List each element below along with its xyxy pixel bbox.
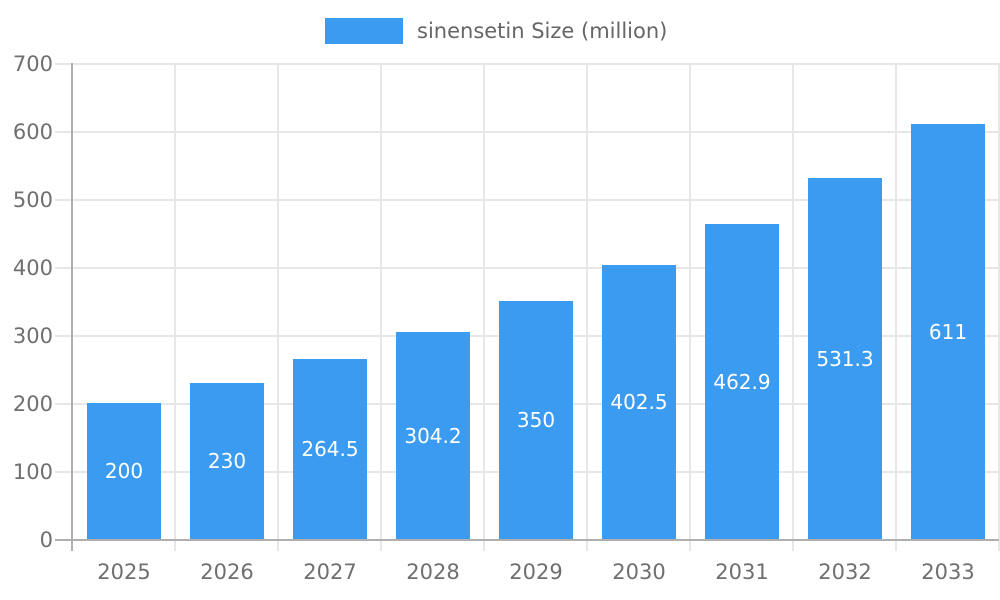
y-axis-tick <box>55 335 72 337</box>
bar-value-label: 611 <box>928 319 968 344</box>
gridline-horizontal <box>72 131 999 133</box>
bar-value-label: 264.5 <box>301 437 359 461</box>
gridline-vertical <box>792 63 794 539</box>
y-axis-label: 700 <box>12 52 53 76</box>
bar-2032[interactable]: 531.3 <box>808 178 882 539</box>
gridline-vertical <box>895 63 897 539</box>
x-axis-tick <box>689 539 691 551</box>
gridline-vertical <box>689 63 691 539</box>
y-axis-label: 0 <box>39 528 53 552</box>
legend-swatch <box>325 18 403 44</box>
x-axis-label: 2028 <box>406 560 460 584</box>
x-axis-label: 2026 <box>200 560 254 584</box>
chart-legend[interactable]: sinensetin Size (million) <box>325 16 667 46</box>
x-axis-tick <box>586 539 588 551</box>
bar-2033[interactable]: 611 <box>911 124 985 539</box>
y-axis-label: 200 <box>12 392 53 416</box>
x-axis-tick <box>174 539 176 551</box>
gridline-horizontal <box>72 63 999 65</box>
y-axis-label: 100 <box>12 460 53 484</box>
bar-2030[interactable]: 402.5 <box>602 265 676 539</box>
bar-2025[interactable]: 200 <box>87 403 161 539</box>
y-axis-label: 400 <box>12 256 53 280</box>
x-axis-label: 2029 <box>509 560 563 584</box>
x-axis-label: 2025 <box>97 560 151 584</box>
bar-2029[interactable]: 350 <box>499 301 573 539</box>
gridline-horizontal <box>72 199 999 201</box>
gridline-vertical <box>998 63 1000 539</box>
bar-2027[interactable]: 264.5 <box>293 359 367 539</box>
bar-2031[interactable]: 462.9 <box>705 224 779 539</box>
bar-value-label: 531.3 <box>816 346 874 371</box>
x-axis-label: 2033 <box>921 560 975 584</box>
x-axis-label: 2030 <box>612 560 666 584</box>
gridline-vertical <box>380 63 382 539</box>
bar-2028[interactable]: 304.2 <box>396 332 470 539</box>
x-axis-tick <box>792 539 794 551</box>
x-axis-label: 2027 <box>303 560 357 584</box>
bar-value-label: 230 <box>207 449 247 473</box>
y-axis-tick <box>55 471 72 473</box>
x-axis-label: 2032 <box>818 560 872 584</box>
x-axis-label: 2031 <box>715 560 769 584</box>
y-axis-label: 300 <box>12 324 53 348</box>
y-axis-tick <box>55 199 72 201</box>
x-axis-tick <box>483 539 485 551</box>
bar-value-label: 462.9 <box>713 369 771 394</box>
gridline-vertical <box>174 63 176 539</box>
y-axis-tick <box>55 63 72 65</box>
gridline-vertical <box>586 63 588 539</box>
x-axis-line <box>55 539 999 541</box>
gridline-vertical <box>277 63 279 539</box>
y-axis-line <box>71 63 73 551</box>
gridline-vertical <box>483 63 485 539</box>
x-axis-tick <box>380 539 382 551</box>
gridline-horizontal <box>72 267 999 269</box>
legend-label: sinensetin Size (million) <box>417 19 668 43</box>
x-axis-tick <box>277 539 279 551</box>
x-axis-tick <box>998 539 1000 551</box>
y-axis-tick <box>55 403 72 405</box>
bar-value-label: 402.5 <box>610 390 668 414</box>
bar-value-label: 350 <box>516 408 556 432</box>
bar-2026[interactable]: 230 <box>190 383 264 539</box>
y-axis-tick <box>55 131 72 133</box>
bar-value-label: 304.2 <box>404 423 462 448</box>
y-axis-tick <box>55 267 72 269</box>
x-axis-tick <box>895 539 897 551</box>
bar-value-label: 200 <box>104 459 144 483</box>
y-axis-label: 500 <box>12 188 53 212</box>
y-axis-label: 600 <box>12 120 53 144</box>
